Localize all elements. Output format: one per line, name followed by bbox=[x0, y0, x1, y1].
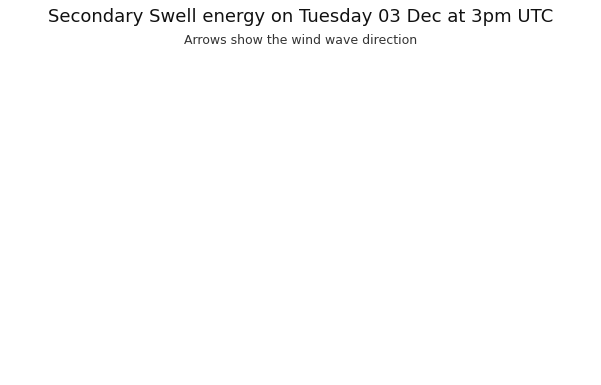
Text: cartopy required: cartopy required bbox=[243, 211, 358, 226]
Text: Arrows show the wind wave direction: Arrows show the wind wave direction bbox=[184, 34, 417, 47]
Text: Secondary Swell energy on Tuesday 03 Dec at 3pm UTC: Secondary Swell energy on Tuesday 03 Dec… bbox=[48, 8, 553, 26]
